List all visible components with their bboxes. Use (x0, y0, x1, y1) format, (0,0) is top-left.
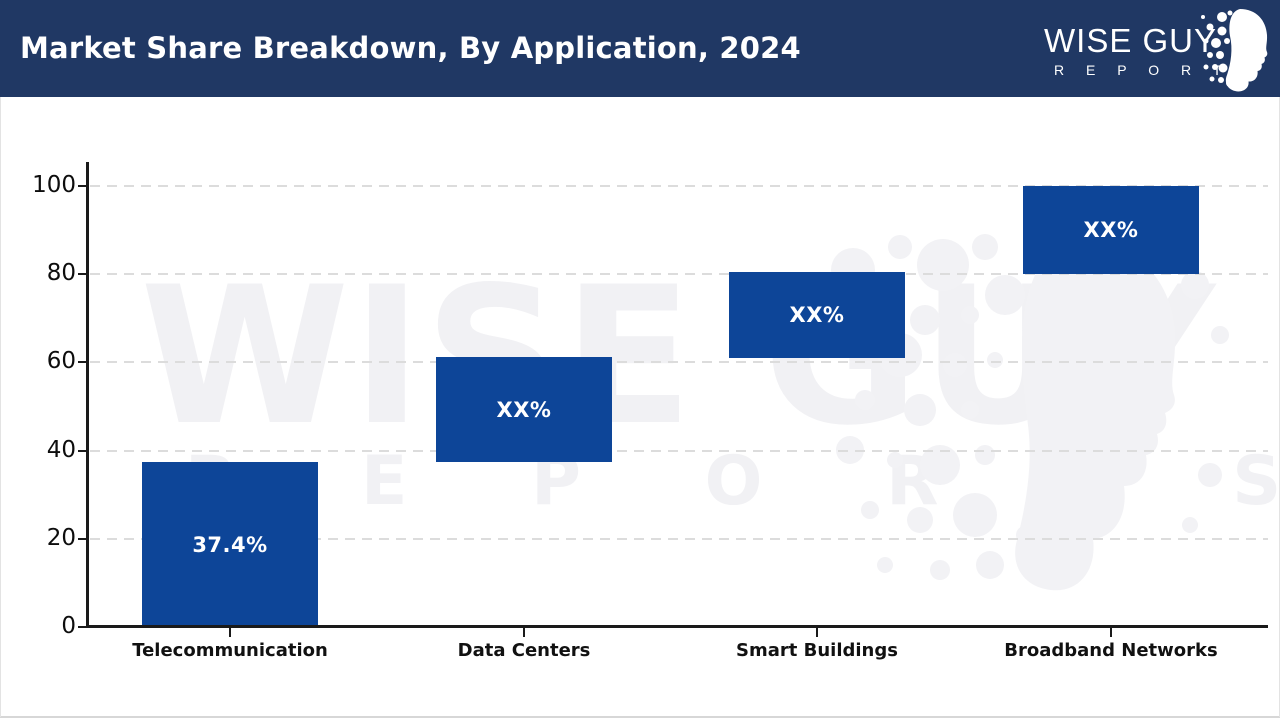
logo-face-icon (1201, 9, 1268, 92)
brand-logo: WISE GUY R E P O R T S (1004, 0, 1274, 97)
bar-value-label: XX% (496, 397, 552, 422)
bar: XX% (436, 357, 612, 463)
brand-subname: R E P O R T S (1054, 62, 1262, 78)
y-tick-label: 20 (46, 524, 76, 551)
bar: 37.4% (142, 462, 318, 627)
bar-value-label: XX% (789, 302, 845, 327)
bar-value-label: XX% (1083, 217, 1139, 242)
y-tick-label: 100 (32, 172, 76, 198)
y-tick-mark (78, 273, 88, 276)
x-tick-mark (229, 628, 231, 637)
y-tick-label: 0 (61, 613, 76, 639)
x-tick-mark (816, 628, 818, 637)
y-tick-mark (78, 537, 88, 540)
x-category-label: Smart Buildings (736, 640, 898, 661)
y-tick-mark (78, 185, 88, 187)
y-tick-label: 80 (46, 260, 76, 287)
x-tick-mark (523, 628, 525, 637)
y-axis-spine (86, 162, 89, 628)
gridline (90, 361, 1268, 364)
header-band: Market Share Breakdown, By Application, … (0, 0, 1280, 97)
x-category-label: Data Centers (457, 640, 591, 661)
y-tick-label: 60 (46, 348, 76, 375)
y-tick-mark (78, 626, 88, 628)
brand-name: WISE GUY (1044, 22, 1218, 59)
gridline (90, 537, 1268, 540)
x-axis-spine (86, 625, 1268, 628)
x-category-label: Broadband Networks (1004, 640, 1218, 661)
bottom-border-line (0, 716, 1280, 718)
page-title: Market Share Breakdown, By Application, … (20, 31, 801, 65)
bar: XX% (1023, 186, 1199, 274)
y-tick-mark (78, 361, 88, 364)
x-category-label: Telecommunication (132, 640, 328, 661)
y-tick-label: 40 (46, 436, 76, 463)
x-tick-mark (1110, 628, 1112, 637)
left-border-line (0, 97, 1, 717)
y-tick-mark (78, 449, 88, 452)
bar-value-label: 37.4% (192, 532, 268, 557)
bar: XX% (729, 271, 905, 358)
gridline (90, 273, 1268, 276)
gridline (90, 185, 1268, 187)
gridline (90, 449, 1268, 452)
